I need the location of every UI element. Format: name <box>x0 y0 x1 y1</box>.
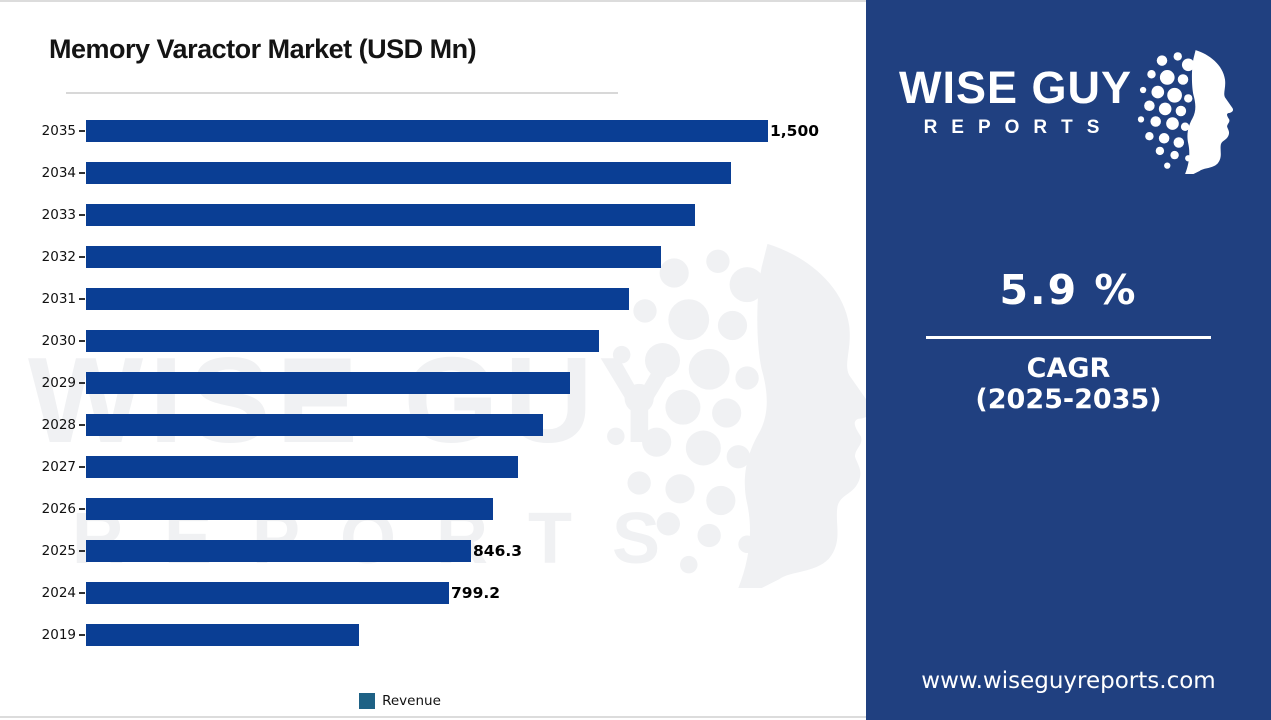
revenue-bar <box>86 330 599 352</box>
revenue-bar <box>86 414 543 436</box>
y-tick-label: 2034 <box>41 165 76 181</box>
y-tick-mark <box>79 298 85 300</box>
top-border-line <box>0 0 866 2</box>
background-watermark: WISE GUY REPORTS <box>28 243 866 588</box>
y-tick-label: 2033 <box>41 207 76 223</box>
wiseguy-logo: WISE GUY REPORTS <box>899 48 1238 174</box>
y-tick-mark <box>79 382 85 384</box>
legend-label-revenue: Revenue <box>382 693 441 709</box>
y-tick-mark <box>79 424 85 426</box>
legend-swatch-revenue <box>359 693 376 709</box>
bar-row-2032: 2032 <box>0 236 860 278</box>
logo-text: WISE GUY REPORTS <box>899 62 1132 139</box>
bar-value-label: 799.2 <box>451 584 501 602</box>
bar-row-2030: 2030 <box>0 320 860 362</box>
y-tick-label: 2026 <box>41 501 76 517</box>
watermark-text-wiseguy: WISE GUY <box>28 332 687 468</box>
y-tick-label: 2030 <box>41 333 76 349</box>
bar-row-2028: 2028 <box>0 404 860 446</box>
y-tick-mark <box>79 550 85 552</box>
bar-row-2019: 2019 <box>0 614 860 656</box>
revenue-bar <box>86 540 471 562</box>
cagr-label-line1: CAGR <box>1026 353 1111 384</box>
bar-row-2034: 2034 <box>0 152 860 194</box>
plot-area: 2035 1,500 2034 2033 2032 2031 2030 2029 2028 202… <box>0 110 860 656</box>
bar-row-2027: 2027 <box>0 446 860 488</box>
y-tick-label: 2032 <box>41 249 76 265</box>
y-tick-mark <box>79 256 85 258</box>
chart-title: Memory Varactor Market (USD Mn) <box>49 34 477 64</box>
y-tick-label: 2035 <box>41 123 76 139</box>
y-tick-mark <box>79 172 85 174</box>
y-tick-mark <box>79 634 85 636</box>
y-tick-label: 2028 <box>41 417 76 433</box>
revenue-bar <box>86 582 449 604</box>
y-tick-label: 2024 <box>41 585 76 601</box>
bar-row-2035: 2035 1,500 <box>0 110 860 152</box>
brand-side-panel: WISE GUY REPORTS 5.9 % CAGR (2025-2035) … <box>866 0 1271 720</box>
y-tick-label: 2027 <box>41 459 76 475</box>
y-tick-mark <box>79 340 85 342</box>
title-underline <box>66 92 618 94</box>
y-tick-label: 2031 <box>41 291 76 307</box>
bar-value-label: 846.3 <box>473 542 523 560</box>
bar-row-2033: 2033 <box>0 194 860 236</box>
chart-legend: Revenue <box>0 693 800 709</box>
revenue-bar <box>86 498 493 520</box>
revenue-bar <box>86 246 661 268</box>
y-tick-label: 2019 <box>41 627 76 643</box>
y-tick-mark <box>79 508 85 510</box>
revenue-bar <box>86 456 518 478</box>
cagr-label: CAGR (2025-2035) <box>926 353 1211 415</box>
cagr-block: 5.9 % CAGR (2025-2035) <box>926 266 1211 415</box>
y-tick-mark <box>79 592 85 594</box>
y-tick-mark <box>79 130 85 132</box>
y-tick-mark <box>79 214 85 216</box>
cagr-label-line2: (2025-2035) <box>975 384 1162 416</box>
logo-head-icon <box>1137 50 1234 174</box>
cagr-divider-line <box>926 336 1211 339</box>
revenue-bar <box>86 624 359 646</box>
logo-reports-text: REPORTS <box>923 117 1114 138</box>
revenue-bar <box>86 162 731 184</box>
revenue-bar <box>86 288 629 310</box>
website-url: www.wiseguyreports.com <box>921 668 1216 694</box>
revenue-bar <box>86 372 570 394</box>
revenue-bar <box>86 120 768 142</box>
y-tick-mark <box>79 466 85 468</box>
bar-row-2029: 2029 <box>0 362 860 404</box>
cagr-value: 5.9 % <box>999 266 1138 314</box>
y-tick-label: 2025 <box>41 543 76 559</box>
chart-area: WISE GUY REPORTS Memory Varactor Market … <box>0 0 866 720</box>
logo-wiseguy-text: WISE GUY <box>898 62 1133 113</box>
bar-row-2026: 2026 <box>0 488 860 530</box>
bar-row-2025: 2025 846.3 <box>0 530 860 572</box>
bar-value-label: 1,500 <box>770 122 820 140</box>
bottom-border-line <box>0 716 866 718</box>
bar-row-2031: 2031 <box>0 278 860 320</box>
revenue-bar <box>86 204 695 226</box>
bar-row-2024: 2024 799.2 <box>0 572 860 614</box>
y-tick-label: 2029 <box>41 375 76 391</box>
